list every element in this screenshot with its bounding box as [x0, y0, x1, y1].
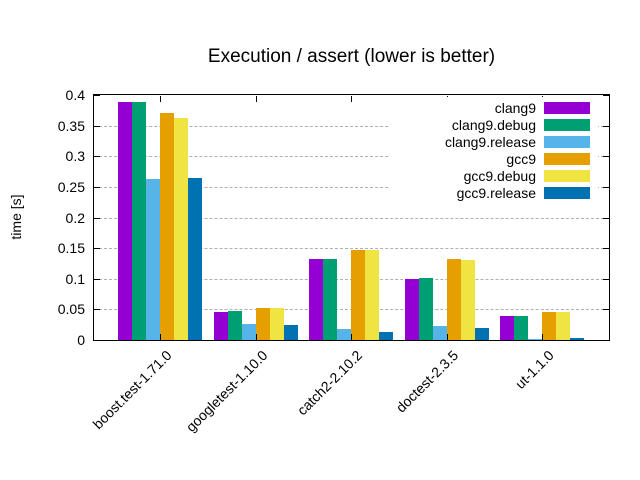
- x-tick: [160, 96, 161, 102]
- legend-item: gcc9: [390, 150, 598, 167]
- bar-clang9.release: [146, 179, 160, 340]
- y-tick: [94, 95, 100, 96]
- x-category-label-text: googletest-1.10.0: [182, 347, 271, 435]
- legend-swatch: [544, 169, 590, 182]
- y-tick: [603, 279, 609, 280]
- bar-gcc9.debug: [365, 250, 379, 340]
- bar-clang9: [405, 279, 419, 340]
- bar-gcc9: [351, 250, 365, 340]
- bar-clang9: [118, 102, 132, 340]
- x-category-label-text: doctest-2.3.5: [392, 347, 462, 416]
- legend-item: clang9.release: [390, 133, 598, 150]
- x-tick: [256, 96, 257, 102]
- legend-swatch: [544, 135, 590, 148]
- bar-gcc9.release: [284, 325, 298, 340]
- x-tick: [256, 334, 257, 340]
- y-tick-label: 0.4: [65, 87, 85, 103]
- x-category-label-text: catch2-2.10.2: [294, 347, 366, 419]
- y-tick-label: 0.2: [65, 210, 85, 226]
- y-tick: [603, 218, 609, 219]
- y-tick: [94, 218, 100, 219]
- y-tick: [94, 126, 100, 127]
- x-category-label-text: boost.test-1.71.0: [89, 347, 175, 433]
- bar-gcc9: [160, 113, 174, 340]
- y-tick: [94, 309, 100, 310]
- legend-label: gcc9.debug: [463, 167, 536, 184]
- y-tick: [94, 187, 100, 188]
- y-tick: [603, 126, 609, 127]
- bar-clang9.release: [242, 324, 256, 340]
- y-tick: [94, 156, 100, 157]
- bar-clang9.debug: [323, 259, 337, 340]
- bar-gcc9: [447, 259, 461, 340]
- gridline: [94, 126, 609, 127]
- bar-gcc9.debug: [556, 312, 570, 340]
- bar-gcc9.release: [475, 328, 489, 340]
- legend-label: gcc9: [506, 150, 536, 167]
- bar-clang9.debug: [514, 316, 528, 340]
- x-category-label-text: ut-1.1.0: [511, 347, 557, 392]
- bar-clang9.debug: [228, 311, 242, 340]
- gridline: [94, 156, 609, 157]
- y-tick-label: 0.1: [65, 271, 85, 287]
- bar-clang9.release: [433, 326, 447, 340]
- legend-item: gcc9.release: [390, 184, 598, 201]
- y-tick-label: 0.25: [57, 179, 85, 195]
- y-tick: [603, 309, 609, 310]
- y-tick-label: 0.05: [57, 301, 85, 317]
- bar-gcc9.release: [379, 332, 393, 340]
- y-tick: [603, 187, 609, 188]
- bar-gcc9: [256, 308, 270, 340]
- y-tick-label: 0.3: [65, 148, 85, 164]
- bar-gcc9.release: [188, 178, 202, 340]
- x-tick: [542, 334, 543, 340]
- y-tick-label: 0: [77, 332, 85, 348]
- x-tick: [160, 334, 161, 340]
- gridline: [94, 187, 609, 188]
- legend-label: clang9.debug: [451, 116, 536, 133]
- chart-title: Execution / assert (lower is better): [207, 46, 496, 67]
- y-tick: [94, 279, 100, 280]
- bar-clang9.debug: [132, 102, 146, 340]
- x-tick: [351, 334, 352, 340]
- legend-swatch: [544, 186, 590, 199]
- legend-item: clang9: [390, 99, 598, 116]
- y-tick: [603, 95, 609, 96]
- legend-label: clang9.release: [444, 133, 536, 150]
- bar-gcc9.debug: [270, 308, 284, 340]
- bar-clang9.debug: [419, 278, 433, 340]
- legend-swatch: [544, 152, 590, 165]
- bar-gcc9.debug: [174, 118, 188, 340]
- legend-item: clang9.debug: [390, 116, 598, 133]
- y-tick: [603, 248, 609, 249]
- legend: clang9 clang9.debug clang9.release gcc9 gcc9…: [390, 97, 598, 203]
- x-tick: [351, 96, 352, 102]
- bar-clang9.release: [528, 339, 542, 340]
- bar-clang9.release: [337, 329, 351, 340]
- y-tick-label: 0.35: [57, 118, 85, 134]
- bar-gcc9.debug: [461, 260, 475, 340]
- bar-gcc9.release: [570, 338, 584, 340]
- legend-label: gcc9.release: [456, 184, 536, 201]
- y-tick: [603, 156, 609, 157]
- legend-label: clang9: [494, 99, 536, 116]
- bar-clang9: [500, 316, 514, 340]
- legend-item: gcc9.debug: [390, 167, 598, 184]
- bar-clang9: [309, 259, 323, 340]
- x-tick: [447, 334, 448, 340]
- gridline: [94, 218, 609, 219]
- y-tick: [603, 340, 609, 341]
- legend-swatch: [544, 101, 590, 114]
- bar-gcc9: [542, 312, 556, 340]
- legend-swatch: [544, 118, 590, 131]
- y-tick-label: 0.15: [57, 240, 85, 256]
- gridline: [94, 248, 609, 249]
- bar-clang9: [214, 312, 228, 340]
- y-tick: [94, 340, 100, 341]
- y-tick: [94, 248, 100, 249]
